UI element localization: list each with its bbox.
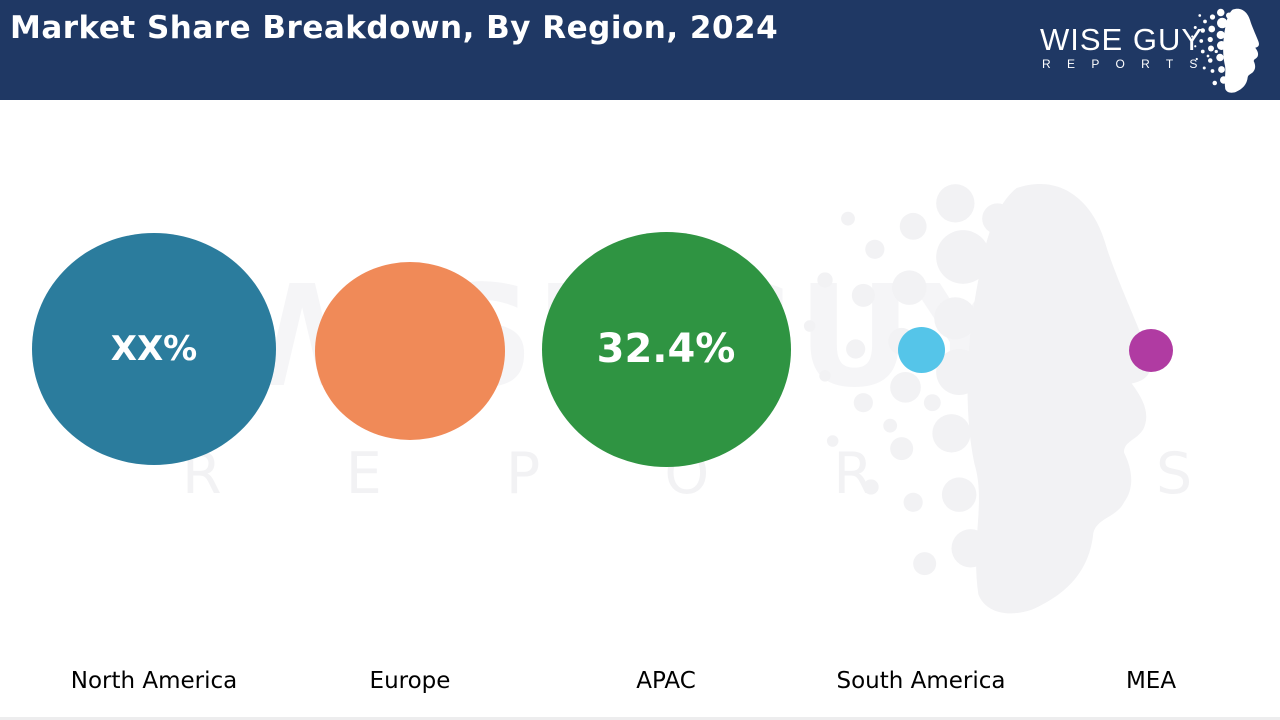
- watermark-head-icon: [803, 183, 1151, 614]
- bubble-value-label: XX%: [110, 329, 198, 369]
- bubble-apac: 32.4%: [541, 231, 791, 467]
- page-title: Market Share Breakdown, By Region, 2024: [10, 10, 779, 46]
- category-label-north-america: North America: [70, 668, 238, 694]
- category-label-south-america: South America: [836, 668, 1006, 694]
- category-label-apac: APAC: [636, 668, 696, 694]
- logo-head-icon: [1191, 8, 1259, 93]
- bubble-north-america: XX%: [32, 233, 276, 465]
- bubble-south-america: [897, 327, 945, 373]
- bubble-value-label: 32.4%: [596, 326, 736, 372]
- category-label-europe: Europe: [369, 668, 451, 694]
- category-label-mea: MEA: [1125, 668, 1177, 694]
- logo-subtext: R E P O R T S: [1042, 57, 1204, 71]
- bottom-edge-strip: [0, 717, 1280, 720]
- header-bar: Market Share Breakdown, By Region, 2024 …: [0, 0, 1280, 100]
- bubble-europe: [315, 262, 505, 440]
- logo-wordmark: WISE GUY: [1040, 22, 1204, 57]
- wiseguy-logo: WISE GUY R E P O R T S: [1040, 24, 1215, 70]
- bubble-mea: [1129, 328, 1173, 372]
